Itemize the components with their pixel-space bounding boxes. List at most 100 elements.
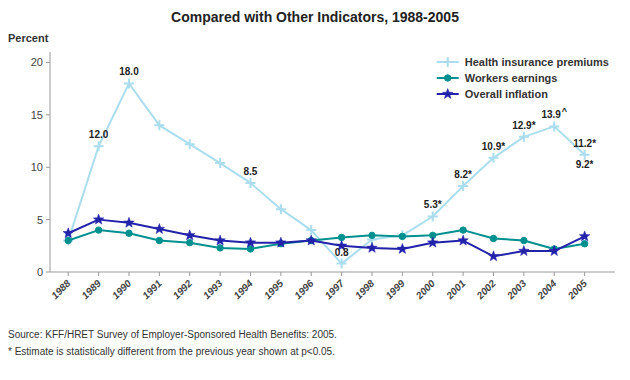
x-tick bbox=[220, 272, 221, 276]
data-point bbox=[367, 242, 377, 252]
data-point bbox=[95, 227, 101, 233]
data-point bbox=[215, 235, 225, 245]
data-point bbox=[397, 230, 407, 240]
data-point bbox=[428, 237, 438, 247]
x-tick-label: 1994 bbox=[231, 277, 255, 301]
annotation: 0.8 bbox=[335, 247, 349, 258]
x-tick bbox=[128, 272, 129, 276]
x-tick bbox=[523, 272, 524, 276]
legend-marker bbox=[445, 75, 451, 81]
annotation: 18.0 bbox=[119, 66, 139, 77]
data-point bbox=[215, 158, 225, 168]
y-tick bbox=[46, 219, 50, 220]
data-point bbox=[369, 232, 375, 238]
x-tick-label: 1997 bbox=[323, 277, 347, 301]
x-tick bbox=[68, 272, 69, 276]
x-tick-label: 2001 bbox=[443, 277, 468, 302]
annotation: 11.2* bbox=[573, 138, 596, 149]
legend-label: Workers earnings bbox=[465, 72, 558, 84]
y-tick bbox=[46, 167, 50, 168]
series-line bbox=[68, 83, 584, 263]
data-point bbox=[549, 246, 559, 256]
y-tick-label: 5 bbox=[37, 214, 43, 226]
x-axis-line bbox=[50, 272, 615, 273]
data-point bbox=[306, 225, 316, 235]
data-point bbox=[63, 228, 73, 238]
y-tick bbox=[46, 114, 50, 115]
x-tick-label: 1998 bbox=[353, 277, 377, 301]
y-tick-label: 15 bbox=[31, 109, 43, 121]
annotation: 5.3* bbox=[424, 199, 442, 210]
x-tick bbox=[311, 272, 312, 276]
data-point bbox=[217, 245, 223, 251]
footnote: Source: KFF/HRET Survey of Employer-Spon… bbox=[8, 329, 337, 340]
data-point bbox=[521, 237, 527, 243]
data-point bbox=[458, 235, 468, 245]
data-point bbox=[460, 227, 466, 233]
x-tick bbox=[159, 272, 160, 276]
data-point bbox=[337, 259, 347, 269]
data-point bbox=[581, 241, 587, 247]
annotation: 8.2* bbox=[454, 169, 472, 180]
x-tick-label: 1992 bbox=[171, 277, 195, 301]
data-point bbox=[488, 153, 498, 163]
y-tick bbox=[46, 62, 50, 63]
annotation: 9.2* bbox=[576, 159, 594, 170]
x-tick-label: 1990 bbox=[110, 277, 134, 301]
legend-marker bbox=[443, 57, 453, 67]
annotation: 12.9* bbox=[512, 120, 535, 131]
x-tick bbox=[98, 272, 99, 276]
data-point bbox=[126, 230, 132, 236]
data-point bbox=[519, 132, 529, 142]
x-tick-label: 1989 bbox=[80, 277, 104, 301]
annotation: 10.9* bbox=[482, 141, 505, 152]
legend-marker bbox=[442, 89, 452, 99]
x-tick-label: 1995 bbox=[262, 277, 286, 301]
data-point bbox=[94, 141, 104, 151]
chart: Compared with Other Indicators, 1988-200… bbox=[0, 0, 630, 380]
data-point bbox=[245, 178, 255, 188]
data-point bbox=[397, 243, 407, 253]
series-line bbox=[68, 220, 584, 257]
data-point bbox=[488, 251, 498, 261]
x-tick bbox=[189, 272, 190, 276]
x-tick-label: 1988 bbox=[49, 277, 73, 301]
data-point bbox=[65, 237, 71, 243]
data-point bbox=[458, 181, 468, 191]
x-tick-label: 2003 bbox=[504, 277, 529, 302]
annotation: ^ bbox=[562, 106, 568, 116]
data-point bbox=[124, 78, 134, 88]
data-point bbox=[124, 217, 134, 227]
x-tick-label: 1991 bbox=[140, 277, 164, 301]
data-point bbox=[519, 246, 529, 256]
x-tick-label: 2000 bbox=[413, 277, 438, 302]
annotation: 13.9 bbox=[541, 109, 561, 120]
data-point bbox=[276, 237, 286, 247]
data-point bbox=[154, 224, 164, 234]
data-point bbox=[156, 237, 162, 243]
x-tick bbox=[584, 272, 585, 276]
data-point bbox=[63, 236, 73, 246]
data-point bbox=[490, 235, 496, 241]
legend: Health insurance premiums Workers earning… bbox=[437, 56, 609, 100]
data-point bbox=[245, 237, 255, 247]
data-point bbox=[549, 121, 559, 131]
data-point bbox=[399, 233, 405, 239]
x-tick-label: 2005 bbox=[565, 277, 590, 302]
x-tick bbox=[341, 272, 342, 276]
annotation: 8.5 bbox=[244, 166, 258, 177]
data-point bbox=[306, 235, 316, 245]
data-point bbox=[185, 230, 195, 240]
data-point bbox=[187, 239, 193, 245]
x-tick bbox=[402, 272, 403, 276]
y-tick bbox=[46, 272, 50, 273]
footnote: * Estimate is statistically different fr… bbox=[8, 346, 335, 357]
x-tick bbox=[250, 272, 251, 276]
data-point bbox=[185, 139, 195, 149]
legend-label: Health insurance premiums bbox=[465, 56, 609, 68]
y-tick-label: 0 bbox=[37, 266, 43, 278]
data-point bbox=[579, 231, 589, 241]
x-tick-label: 1999 bbox=[383, 277, 407, 301]
x-tick-label: 2002 bbox=[474, 277, 499, 302]
plot-area bbox=[63, 78, 590, 268]
